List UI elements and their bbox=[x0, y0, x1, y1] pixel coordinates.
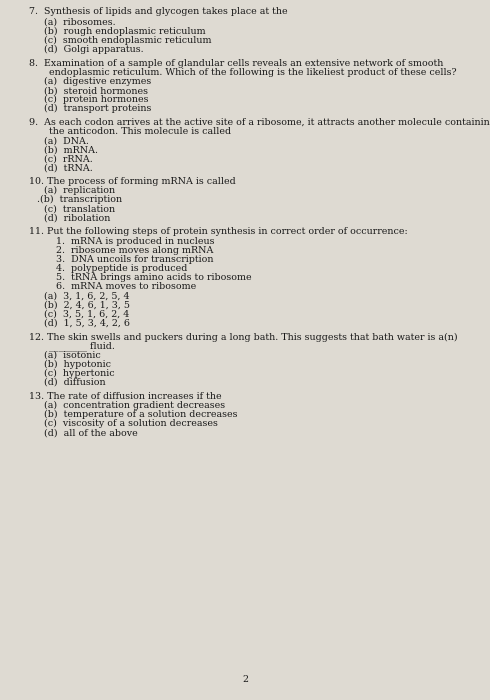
Text: (b)  rough endoplasmic reticulum: (b) rough endoplasmic reticulum bbox=[44, 27, 206, 36]
Text: 11. Put the following steps of protein synthesis in correct order of occurrence:: 11. Put the following steps of protein s… bbox=[29, 228, 408, 237]
Text: 8.  Examination of a sample of glandular cells reveals an extensive network of s: 8. Examination of a sample of glandular … bbox=[29, 59, 444, 68]
Text: 3.  DNA uncoils for transcription: 3. DNA uncoils for transcription bbox=[56, 255, 214, 264]
Text: (b)  temperature of a solution decreases: (b) temperature of a solution decreases bbox=[44, 410, 238, 419]
Text: endoplasmic reticulum. Which of the following is the likeliest product of these : endoplasmic reticulum. Which of the foll… bbox=[49, 68, 457, 77]
Text: 9.  As each codon arrives at the active site of a ribosome, it attracts another : 9. As each codon arrives at the active s… bbox=[29, 118, 490, 127]
Text: 5.  tRNA brings amino acids to ribosome: 5. tRNA brings amino acids to ribosome bbox=[56, 273, 252, 282]
Text: 10. The process of forming mRNA is called: 10. The process of forming mRNA is calle… bbox=[29, 177, 236, 186]
Text: 2.  ribosome moves along mRNA: 2. ribosome moves along mRNA bbox=[56, 246, 214, 255]
Text: (b)  hypotonic: (b) hypotonic bbox=[44, 360, 111, 369]
Text: (d)  tRNA.: (d) tRNA. bbox=[44, 164, 93, 173]
Text: the anticodon. This molecule is called: the anticodon. This molecule is called bbox=[49, 127, 231, 136]
Text: ________ fluid.: ________ fluid. bbox=[49, 342, 115, 351]
Text: (c)  viscosity of a solution decreases: (c) viscosity of a solution decreases bbox=[44, 419, 218, 428]
Text: (b)  steroid hormones: (b) steroid hormones bbox=[44, 86, 148, 95]
Text: (b)  mRNA.: (b) mRNA. bbox=[44, 146, 98, 155]
Text: (c)  hypertonic: (c) hypertonic bbox=[44, 369, 115, 378]
Text: 12. The skin swells and puckers during a long bath. This suggests that bath wate: 12. The skin swells and puckers during a… bbox=[29, 332, 458, 342]
Text: (d)  all of the above: (d) all of the above bbox=[44, 428, 138, 438]
Text: (a)  isotonic: (a) isotonic bbox=[44, 351, 101, 360]
Text: 4.  polypeptide is produced: 4. polypeptide is produced bbox=[56, 264, 188, 273]
Text: (a)  digestive enzymes: (a) digestive enzymes bbox=[44, 77, 151, 86]
Text: (d)  Golgi apparatus.: (d) Golgi apparatus. bbox=[44, 45, 144, 54]
Text: (d)  1, 5, 3, 4, 2, 6: (d) 1, 5, 3, 4, 2, 6 bbox=[44, 318, 130, 328]
Text: (c)  translation: (c) translation bbox=[44, 204, 115, 214]
Text: (c)  smooth endoplasmic reticulum: (c) smooth endoplasmic reticulum bbox=[44, 36, 212, 45]
Text: (c)  rRNA.: (c) rRNA. bbox=[44, 155, 93, 164]
Text: (a)  3, 1, 6, 2, 5, 4: (a) 3, 1, 6, 2, 5, 4 bbox=[44, 291, 129, 300]
Text: 13. The rate of diffusion increases if the: 13. The rate of diffusion increases if t… bbox=[29, 392, 222, 401]
Text: (d)  ribolation: (d) ribolation bbox=[44, 214, 110, 223]
Text: 6.  mRNA moves to ribosome: 6. mRNA moves to ribosome bbox=[56, 282, 196, 291]
Text: 2: 2 bbox=[242, 676, 248, 685]
Text: 7.  Synthesis of lipids and glycogen takes place at the: 7. Synthesis of lipids and glycogen take… bbox=[29, 7, 288, 16]
Text: (c)  3, 5, 1, 6, 2, 4: (c) 3, 5, 1, 6, 2, 4 bbox=[44, 309, 129, 318]
Text: (c)  protein hormones: (c) protein hormones bbox=[44, 95, 148, 104]
Text: (a)  concentration gradient decreases: (a) concentration gradient decreases bbox=[44, 401, 225, 410]
Text: .(b)  transcription: .(b) transcription bbox=[37, 195, 122, 204]
Text: (a)  replication: (a) replication bbox=[44, 186, 115, 195]
Text: (b)  2, 4, 6, 1, 3, 5: (b) 2, 4, 6, 1, 3, 5 bbox=[44, 300, 130, 309]
Text: (d)  diffusion: (d) diffusion bbox=[44, 378, 106, 387]
Text: (a)  ribosomes.: (a) ribosomes. bbox=[44, 18, 116, 27]
Text: 1.  mRNA is produced in nucleus: 1. mRNA is produced in nucleus bbox=[56, 237, 215, 246]
Text: (d)  transport proteins: (d) transport proteins bbox=[44, 104, 151, 113]
Text: (a)  DNA.: (a) DNA. bbox=[44, 136, 89, 146]
